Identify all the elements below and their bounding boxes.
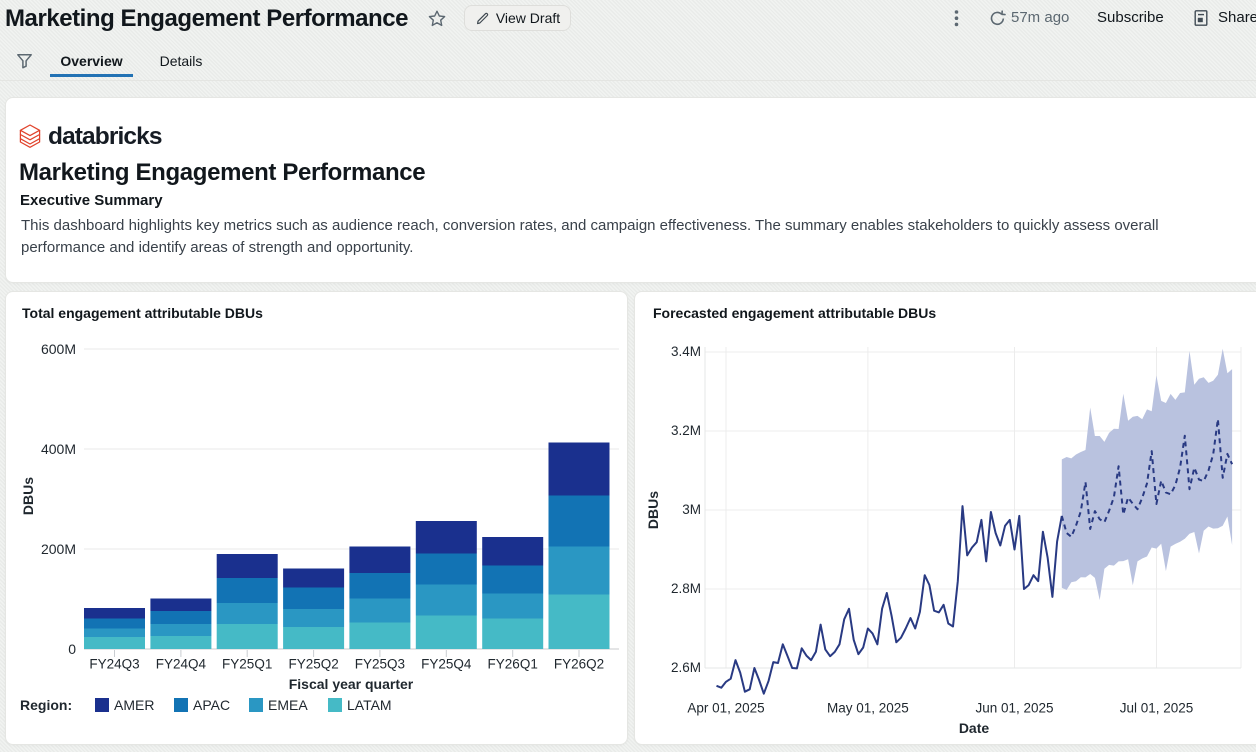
svg-text:FY25Q4: FY25Q4 xyxy=(421,657,472,672)
svg-text:Apr 01, 2025: Apr 01, 2025 xyxy=(687,701,764,716)
svg-text:APAC: APAC xyxy=(193,697,230,713)
svg-text:FY26Q2: FY26Q2 xyxy=(554,657,604,672)
svg-text:DBUs: DBUs xyxy=(645,491,661,529)
svg-text:EMEA: EMEA xyxy=(268,697,308,713)
svg-text:Region:: Region: xyxy=(20,697,72,713)
svg-text:0: 0 xyxy=(68,641,76,657)
svg-text:200M: 200M xyxy=(41,541,76,557)
svg-text:FY25Q1: FY25Q1 xyxy=(222,657,272,672)
svg-text:May 01, 2025: May 01, 2025 xyxy=(827,701,909,716)
svg-text:Fiscal year quarter: Fiscal year quarter xyxy=(289,676,414,692)
svg-text:Jun 01, 2025: Jun 01, 2025 xyxy=(975,701,1053,716)
svg-text:DBUs: DBUs xyxy=(20,477,36,515)
svg-text:3.4M: 3.4M xyxy=(671,344,701,359)
svg-text:2.6M: 2.6M xyxy=(671,660,701,675)
svg-text:LATAM: LATAM xyxy=(347,697,392,713)
svg-text:2.8M: 2.8M xyxy=(671,581,701,596)
svg-text:400M: 400M xyxy=(41,441,76,457)
svg-text:FY24Q4: FY24Q4 xyxy=(156,657,207,672)
svg-text:3.2M: 3.2M xyxy=(671,423,701,438)
svg-text:3M: 3M xyxy=(682,502,701,517)
svg-text:FY25Q2: FY25Q2 xyxy=(288,657,338,672)
svg-text:FY25Q3: FY25Q3 xyxy=(355,657,405,672)
svg-text:Jul 01, 2025: Jul 01, 2025 xyxy=(1120,701,1194,716)
svg-text:Date: Date xyxy=(959,720,990,736)
svg-text:AMER: AMER xyxy=(114,697,154,713)
svg-text:FY26Q1: FY26Q1 xyxy=(488,657,538,672)
svg-text:FY24Q3: FY24Q3 xyxy=(89,657,139,672)
svg-text:600M: 600M xyxy=(41,341,76,357)
